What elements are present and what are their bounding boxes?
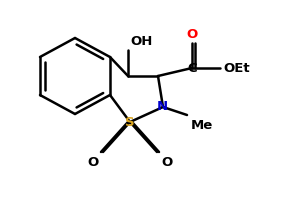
Text: Me: Me	[191, 119, 213, 132]
Text: O: O	[88, 156, 99, 169]
Text: O: O	[161, 156, 172, 169]
Text: OH: OH	[130, 35, 152, 48]
Text: N: N	[156, 101, 168, 114]
Text: OEt: OEt	[223, 62, 250, 74]
Text: C: C	[187, 62, 197, 76]
Text: O: O	[186, 28, 198, 41]
Text: S: S	[125, 116, 135, 128]
